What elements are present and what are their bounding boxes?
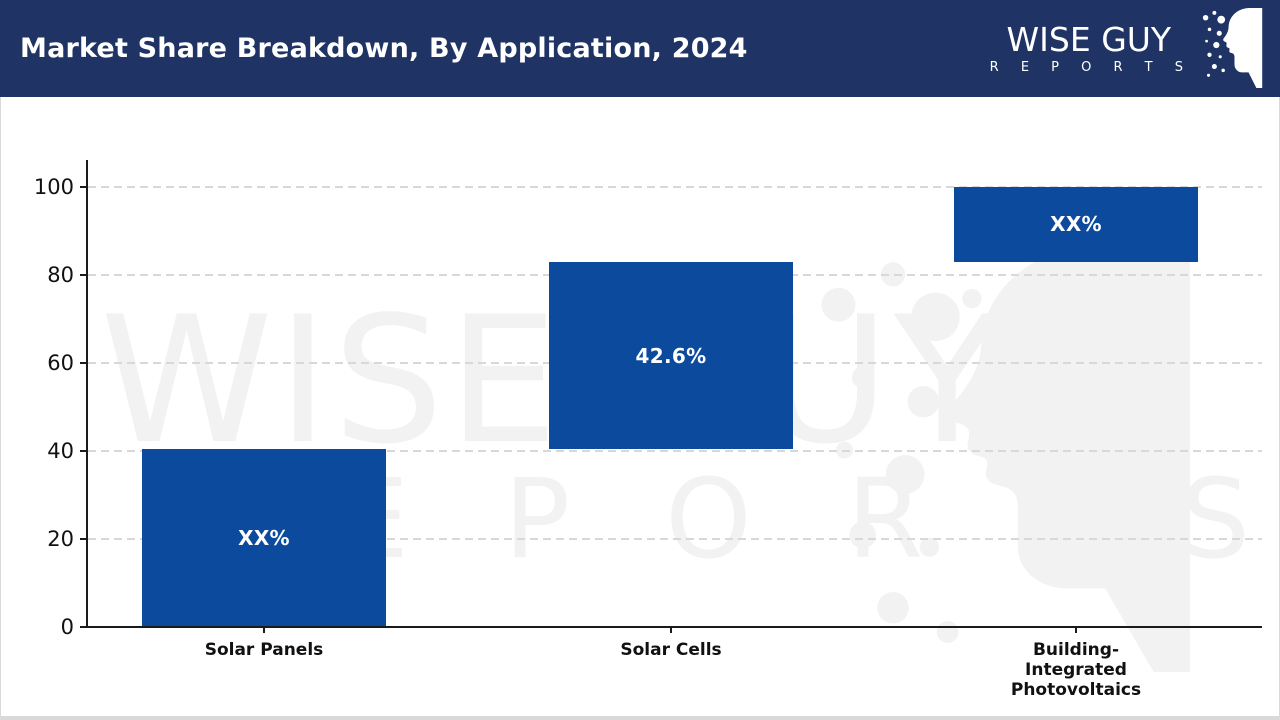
y-tick-label: 100 bbox=[33, 175, 74, 199]
watermark-head-profile-icon bbox=[790, 232, 1190, 676]
x-axis-line bbox=[86, 626, 1262, 628]
logo-subtitle: R E P O R T S bbox=[989, 60, 1192, 75]
y-tick-mark bbox=[80, 362, 88, 364]
x-axis-category-label: Solar Panels bbox=[204, 640, 324, 660]
gridline-40 bbox=[88, 450, 1262, 452]
gridline-20 bbox=[88, 538, 1262, 540]
bar-solar-cells: 42.6% bbox=[549, 261, 793, 450]
x-tick-mark bbox=[670, 627, 672, 633]
header-bar: Market Share Breakdown, By Application, … bbox=[0, 0, 1280, 97]
y-tick-label: 20 bbox=[47, 527, 74, 551]
y-tick-mark bbox=[80, 450, 88, 452]
y-tick-mark bbox=[80, 626, 88, 628]
logo-wordmark: WISE GUY bbox=[1006, 20, 1172, 59]
y-tick-label: 0 bbox=[60, 615, 74, 639]
bar-building-integrated-photovoltaics: XX% bbox=[954, 187, 1198, 262]
chart-title: Market Share Breakdown, By Application, … bbox=[20, 33, 748, 64]
gridline-100 bbox=[88, 186, 1262, 188]
y-axis-line bbox=[86, 160, 88, 627]
y-tick-mark bbox=[80, 186, 88, 188]
wise-guy-reports-logo: WISE GUY R E P O R T S bbox=[986, 6, 1266, 92]
footer-strip bbox=[0, 716, 1280, 720]
y-tick-label: 40 bbox=[47, 439, 74, 463]
bar-value-label-solar-panels: XX% bbox=[238, 526, 290, 551]
y-tick-mark bbox=[80, 274, 88, 276]
bar-value-label-building-integrated-photovoltaics: XX% bbox=[1050, 212, 1102, 237]
bar-solar-panels: XX% bbox=[142, 449, 386, 627]
x-axis-category-label: Solar Cells bbox=[620, 640, 722, 660]
x-tick-mark bbox=[1075, 627, 1077, 633]
x-tick-mark bbox=[263, 627, 265, 633]
y-tick-mark bbox=[80, 538, 88, 540]
logo-text: WISE GUY R E P O R T S bbox=[986, 20, 1192, 76]
head-profile-icon bbox=[1194, 6, 1266, 92]
bar-value-label-solar-cells: 42.6% bbox=[635, 343, 707, 368]
y-tick-label: 60 bbox=[47, 351, 74, 375]
x-axis-category-label: Building- Integrated Photovoltaics bbox=[1010, 640, 1142, 700]
y-tick-label: 80 bbox=[47, 263, 74, 287]
